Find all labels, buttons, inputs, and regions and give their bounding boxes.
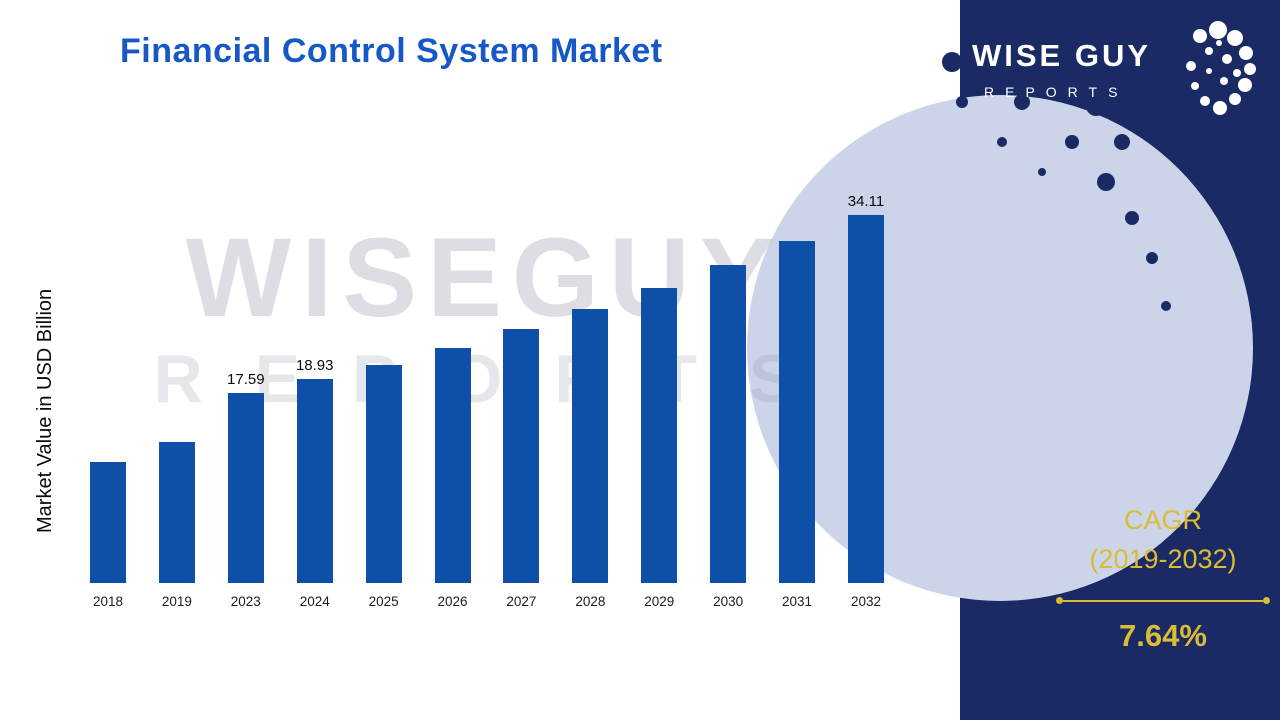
bar-col-2030: 2030 bbox=[698, 173, 758, 609]
x-tick-label-2030: 2030 bbox=[713, 594, 744, 609]
logo-name: WISE GUY bbox=[972, 38, 1152, 73]
wiseguy-face-dots-icon bbox=[1186, 21, 1256, 115]
y-axis-label: Market Value in USD Billion bbox=[34, 288, 56, 533]
x-tick-label-2026: 2026 bbox=[437, 594, 468, 609]
bar-col-2032: 34.11 2032 bbox=[836, 173, 896, 609]
face-profile bbox=[1030, 130, 1248, 596]
bar-2028 bbox=[572, 309, 609, 583]
bar-value-label-2023: 17.59 bbox=[227, 371, 265, 388]
bar-col-2026: 2026 bbox=[423, 173, 483, 609]
bar-col-2024: 18.93 2024 bbox=[285, 173, 345, 609]
page-title: Financial Control System Market bbox=[120, 32, 663, 70]
cagr-divider-line bbox=[1056, 597, 1270, 604]
bar-value-label-2024: 18.93 bbox=[295, 357, 334, 374]
x-tick-label-2029: 2029 bbox=[644, 594, 675, 609]
bar-col-2028: 2028 bbox=[560, 173, 620, 609]
bar-col-2027: 2027 bbox=[491, 173, 551, 609]
bar-col-2025: 2025 bbox=[354, 173, 414, 609]
bar-col-2023: 17.59 2023 bbox=[216, 173, 276, 609]
cagr-label: CAGR bbox=[1123, 505, 1202, 535]
bar-col-2029: 2029 bbox=[629, 173, 689, 609]
x-tick-label-2024: 2024 bbox=[299, 594, 330, 609]
bar-2019 bbox=[158, 442, 195, 583]
logo-subtitle: REPORTS bbox=[984, 84, 1129, 100]
bar-2027 bbox=[503, 329, 540, 583]
divider-dot-left bbox=[1056, 597, 1063, 604]
bar-col-2019: 2019 bbox=[147, 173, 207, 609]
x-tick-label-2027: 2027 bbox=[506, 594, 537, 609]
x-tick-label-2032: 2032 bbox=[850, 594, 881, 609]
x-tick-label-2025: 2025 bbox=[368, 594, 399, 609]
divider-dot-right bbox=[1263, 597, 1270, 604]
cagr-value: 7.64% bbox=[1119, 618, 1207, 653]
bar-2018 bbox=[90, 462, 126, 583]
x-tick-label-2031: 2031 bbox=[782, 594, 813, 609]
bar-chart: 2018 2019 17.59 2023 18.93 2024 2025 2026 2027 20… bbox=[78, 173, 896, 609]
bar-col-2018: 2018 bbox=[78, 173, 138, 609]
cagr-period: (2019-2032) bbox=[1089, 544, 1237, 574]
bar-2023 bbox=[227, 393, 264, 583]
cagr-block: CAGR (2019-2032) 7.64% bbox=[1056, 505, 1270, 654]
face-dot-pattern bbox=[942, 42, 1171, 311]
x-tick-label-2018: 2018 bbox=[92, 594, 124, 609]
divider-line bbox=[1063, 599, 1263, 602]
bar-2030 bbox=[710, 265, 747, 583]
x-tick-label-2028: 2028 bbox=[575, 594, 606, 609]
bar-2024 bbox=[296, 379, 333, 583]
x-tick-label-2023: 2023 bbox=[230, 594, 261, 609]
bar-value-label-2032: 34.11 bbox=[847, 193, 885, 210]
bar-2032 bbox=[847, 215, 884, 583]
bar-2031 bbox=[779, 241, 816, 583]
bar-2025 bbox=[365, 365, 402, 583]
bar-2029 bbox=[641, 288, 678, 583]
bar-2026 bbox=[434, 348, 471, 583]
bar-col-2031: 2031 bbox=[767, 173, 827, 609]
wiseguy-logo: WISE GUY REPORTS bbox=[972, 38, 1151, 100]
x-tick-label-2019: 2019 bbox=[161, 594, 192, 609]
